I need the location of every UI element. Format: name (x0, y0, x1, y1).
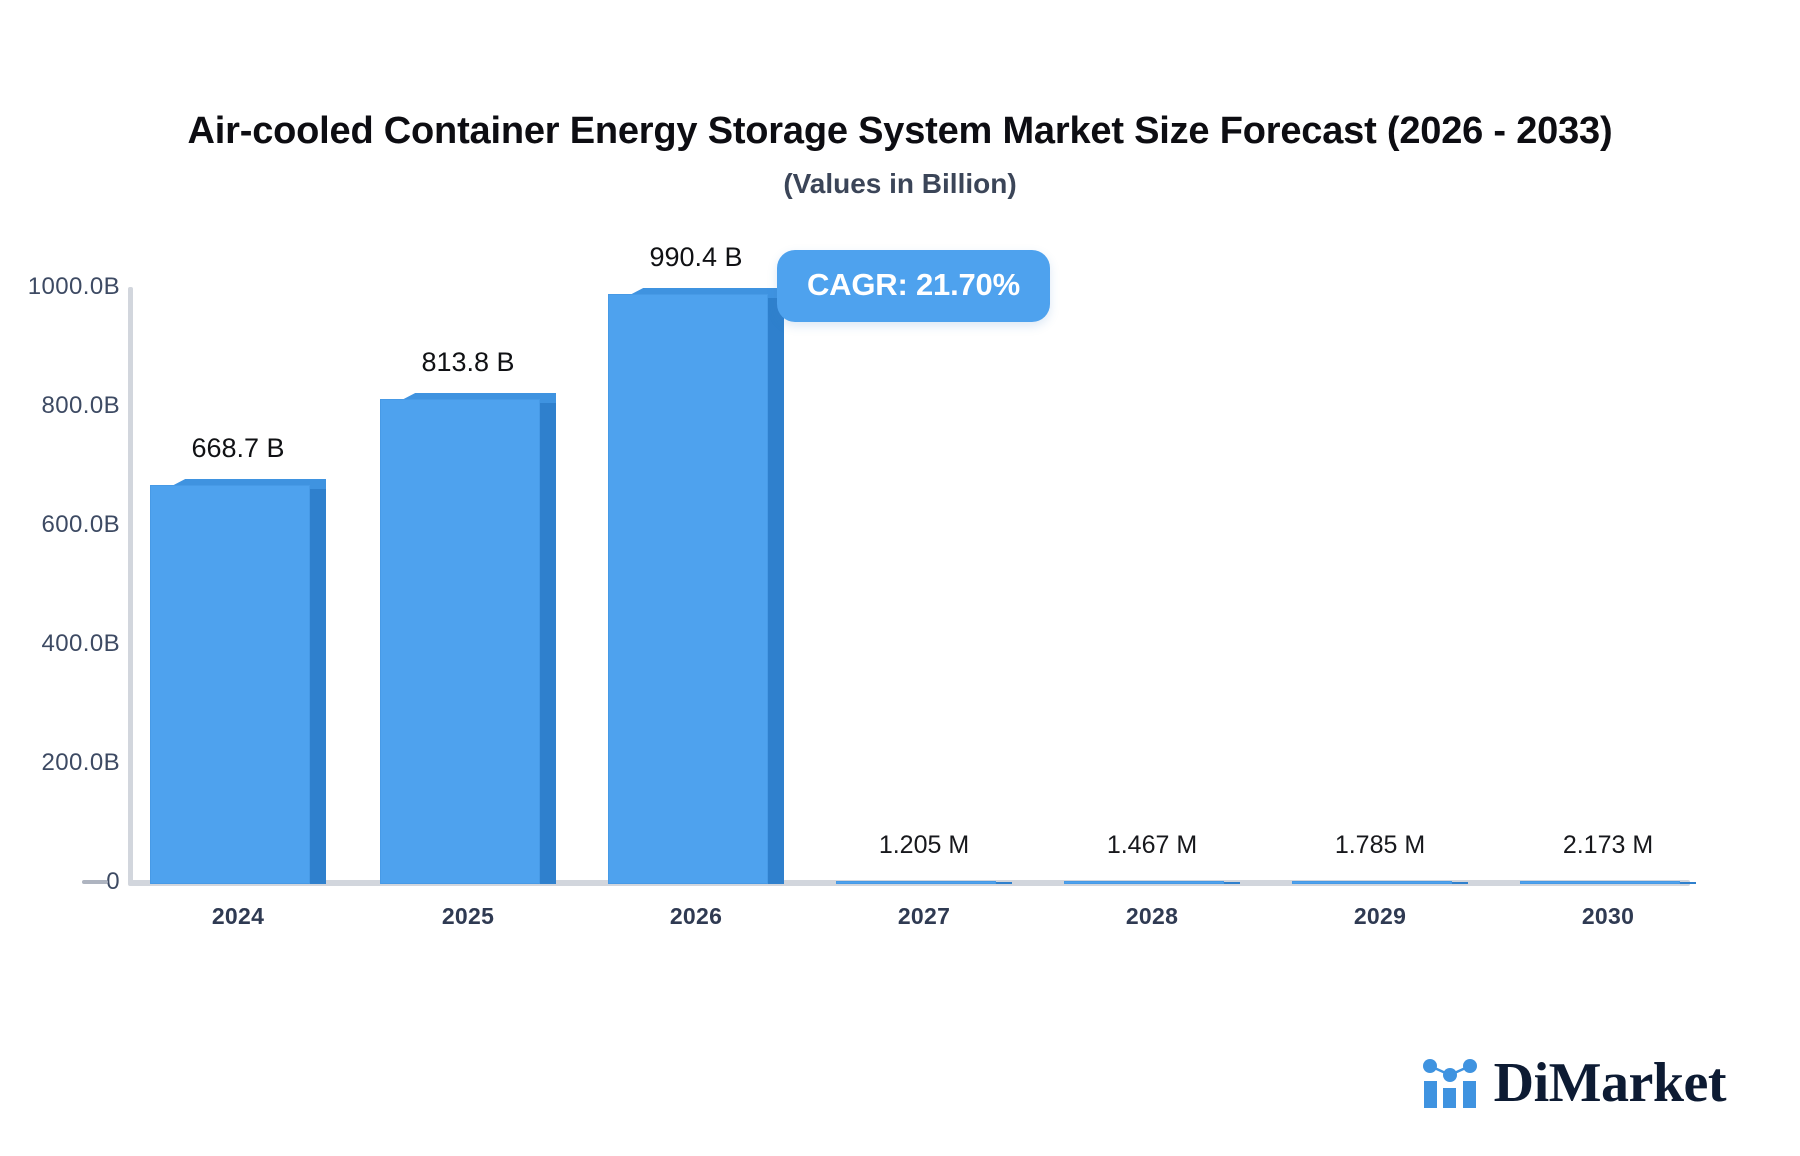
bar-value-label-2030: 2.173 M (1562, 831, 1654, 859)
bar-value-label-2026: 990.4 B (649, 242, 743, 272)
brand-name: DiMarket (1493, 1052, 1727, 1114)
bar-front-face-2027 (836, 881, 996, 884)
bar-value-label-2027: 1.205 M (878, 831, 970, 859)
bar-top-face-2025 (396, 393, 556, 403)
y-axis-zero-tick (82, 880, 108, 884)
plot-area: 668.7 B 813.8 B 990.4 B 1.205 M 1.467 M (82, 242, 1696, 929)
bar-value-label-2025: 813.8 B (421, 347, 515, 377)
y-tick-label-1000: 1000.0B (27, 273, 120, 300)
bar-value-label-2029: 1.785 M (1334, 831, 1426, 859)
chart-subtitle: (Values in Billion) (783, 168, 1017, 199)
bar-side-face-2025 (540, 403, 556, 884)
bar-front-face-2028 (1064, 881, 1224, 884)
x-tick-label-2025: 2025 (441, 903, 495, 929)
y-tick-label-600: 600.0B (41, 511, 120, 538)
chart-title: Air-cooled Container Energy Storage Syst… (187, 110, 1613, 152)
bar-side-face-2026 (768, 298, 784, 884)
x-tick-label-2027: 2027 (897, 903, 951, 929)
cagr-badge[interactable]: CAGR: 21.70% (777, 250, 1050, 322)
y-tick-label-0: 0 (106, 868, 120, 895)
bar-value-label-2028: 1.467 M (1106, 831, 1198, 859)
bar-side-face-2027 (996, 882, 1012, 884)
y-tick-label-200: 200.0B (41, 749, 120, 776)
bar-side-face-2028 (1224, 882, 1240, 884)
bar-front-face-2029 (1292, 881, 1452, 884)
bar-front-face-2030 (1520, 881, 1680, 884)
x-tick-label-2024: 2024 (211, 903, 265, 929)
bar-value-label-2024: 668.7 B (191, 433, 285, 463)
x-tick-label-2029: 2029 (1353, 903, 1407, 929)
y-tick-label-800: 800.0B (41, 392, 120, 419)
brand-logo: DiMarket (1422, 1052, 1727, 1114)
bar-top-face-2024 (166, 479, 326, 489)
bar-side-face-2030 (1680, 882, 1696, 884)
bar-top-face-2026 (624, 288, 784, 298)
x-tick-label-2028: 2028 (1125, 903, 1179, 929)
bar-front-face-2026 (608, 294, 768, 884)
y-tick-label-400: 400.0B (41, 630, 120, 657)
bar-front-face-2025 (380, 399, 540, 884)
x-tick-label-2030: 2030 (1581, 903, 1635, 929)
bar-side-face-2024 (310, 489, 326, 884)
bar-front-face-2024 (150, 485, 310, 884)
x-tick-label-2026: 2026 (669, 903, 723, 929)
bar-side-face-2029 (1452, 882, 1468, 884)
y-axis-labels: 1000.0B 800.0B 600.0B 400.0B 200.0B 0 (0, 273, 120, 895)
y-axis-line (128, 287, 133, 884)
bar-chart-logo-icon (1422, 1059, 1477, 1108)
